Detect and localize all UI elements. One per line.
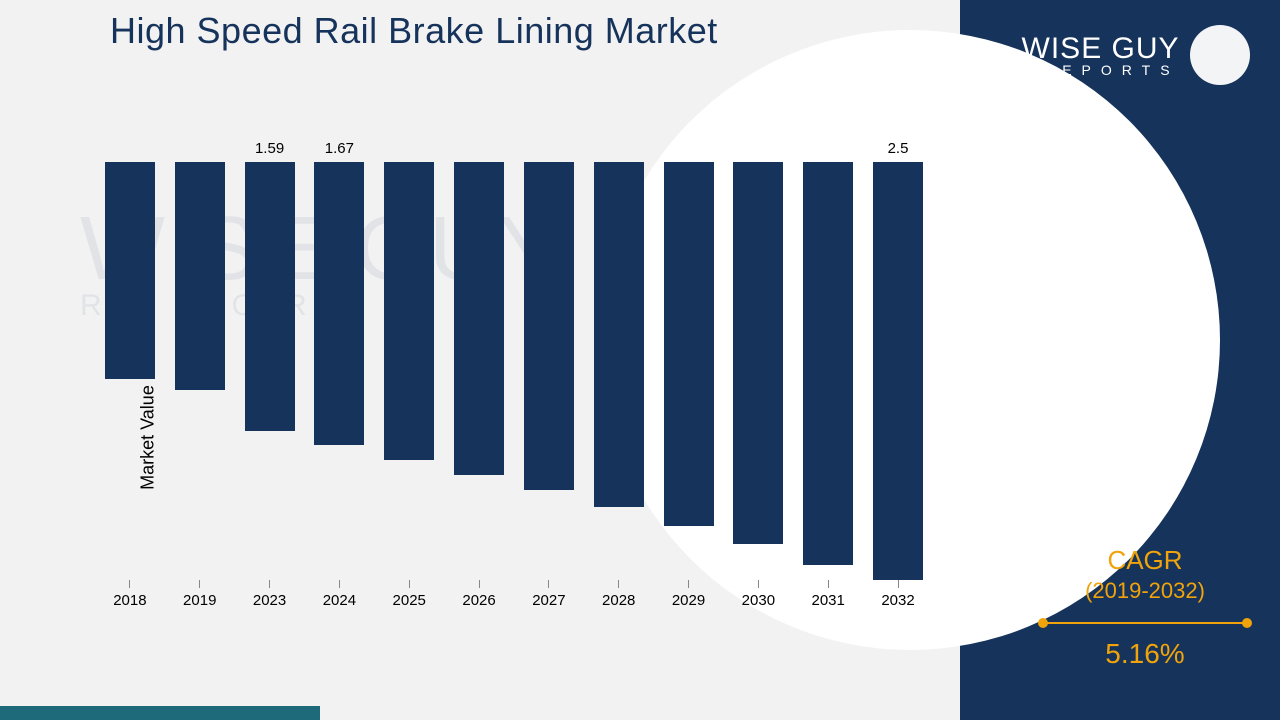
brand-line1: WISE GUY — [1022, 32, 1180, 66]
bar-col — [802, 140, 854, 580]
bar — [175, 162, 225, 390]
cagr-range: (2019-2032) — [1040, 578, 1250, 604]
bar-value-label: 1.67 — [325, 140, 354, 158]
bar-col: 1.67 — [313, 140, 365, 580]
x-tick: 2028 — [593, 580, 645, 620]
x-tick-label: 2030 — [742, 592, 775, 609]
x-tick-label: 2028 — [602, 592, 635, 609]
x-tick: 2018 — [104, 580, 156, 620]
brand-line2: REPORTS — [1022, 62, 1180, 78]
x-tick-label: 2025 — [393, 592, 426, 609]
bar — [664, 162, 714, 526]
x-tick-label: 2031 — [812, 592, 845, 609]
bar — [873, 162, 923, 580]
x-tick: 2027 — [523, 580, 575, 620]
plot-area: 1.59 1.67 2.5 — [98, 140, 930, 580]
bar-col: 1.59 — [244, 140, 296, 580]
bar-col — [663, 140, 715, 580]
x-tick-label: 2026 — [462, 592, 495, 609]
bar — [314, 162, 364, 445]
bar-value-label: 2.5 — [888, 140, 909, 158]
x-tick-label: 2023 — [253, 592, 286, 609]
bar-value-label: 1.59 — [255, 140, 284, 158]
bar-col — [523, 140, 575, 580]
x-tick: 2025 — [383, 580, 435, 620]
chart-title: High Speed Rail Brake Lining Market — [110, 10, 718, 52]
bar — [105, 162, 155, 379]
x-tick-label: 2029 — [672, 592, 705, 609]
x-tick: 2026 — [453, 580, 505, 620]
brand-logo: WISE GUY REPORTS — [1022, 25, 1250, 85]
x-tick: 2023 — [244, 580, 296, 620]
cagr-divider — [1040, 622, 1250, 624]
x-tick: 2024 — [313, 580, 365, 620]
bar-col: 2.5 — [872, 140, 924, 580]
bar — [384, 162, 434, 460]
x-tick-label: 2032 — [881, 592, 914, 609]
cagr-label: CAGR — [1040, 545, 1250, 576]
x-tick: 2030 — [732, 580, 784, 620]
bar — [733, 162, 783, 544]
bar-col — [383, 140, 435, 580]
x-tick-label: 2018 — [113, 592, 146, 609]
bar-col — [453, 140, 505, 580]
bar-col — [732, 140, 784, 580]
bars-container: 1.59 1.67 2.5 — [98, 140, 930, 580]
bar — [454, 162, 504, 475]
x-tick-label: 2027 — [532, 592, 565, 609]
bar — [803, 162, 853, 565]
cagr-panel: CAGR (2019-2032) 5.16% — [1040, 545, 1250, 670]
x-axis: 2018 2019 2023 2024 2025 2026 2027 2028 2029 2030… — [98, 580, 930, 620]
chart: Market Value in USD Billion 1.591.672.5 … — [60, 140, 930, 620]
bar — [524, 162, 574, 490]
x-tick: 2031 — [802, 580, 854, 620]
bar-col — [104, 140, 156, 580]
cagr-value: 5.16% — [1040, 638, 1250, 670]
bar — [594, 162, 644, 507]
bottom-accent-bar — [0, 706, 320, 720]
bar-col — [174, 140, 226, 580]
x-tick: 2032 — [872, 580, 924, 620]
x-tick-label: 2019 — [183, 592, 216, 609]
x-tick: 2029 — [663, 580, 715, 620]
x-tick-label: 2024 — [323, 592, 356, 609]
brand-head-icon — [1190, 25, 1250, 85]
bar-col — [593, 140, 645, 580]
bar — [245, 162, 295, 431]
x-tick: 2019 — [174, 580, 226, 620]
